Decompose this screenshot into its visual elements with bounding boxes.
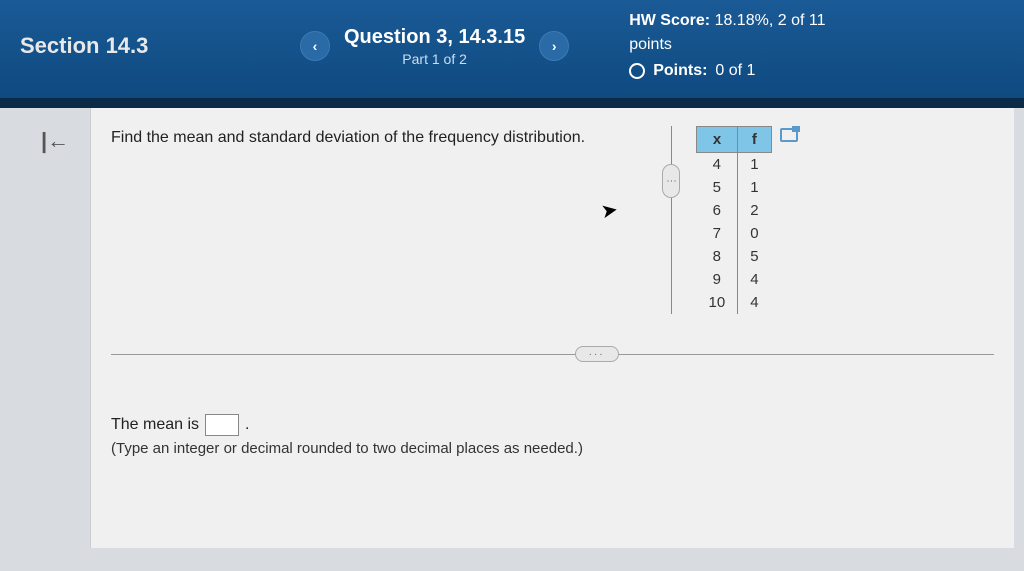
- table-cell: 9: [697, 268, 738, 291]
- table-cell: 1: [738, 153, 771, 177]
- table-cell: 8: [697, 245, 738, 268]
- question-title: Question 3, 14.3.15: [344, 26, 525, 49]
- col-header-x: x: [697, 127, 738, 153]
- frequency-table-wrap: ⋮ x f 415162708594104: [671, 126, 772, 314]
- next-question-button[interactable]: ›: [539, 31, 569, 61]
- divider-expand-button[interactable]: ···: [575, 346, 619, 362]
- back-button[interactable]: |←: [41, 128, 69, 154]
- section-divider: ···: [111, 344, 994, 364]
- header-divider: [0, 98, 1024, 108]
- section-title: Section 14.3: [20, 33, 300, 59]
- question-row: Find the mean and standard deviation of …: [111, 126, 994, 314]
- content-area: |← Find the mean and standard deviation …: [90, 108, 1014, 548]
- table-cell: 4: [738, 268, 771, 291]
- table-cell: 4: [697, 153, 738, 177]
- hw-score-value: 18.18%, 2 of 11: [715, 12, 826, 29]
- prev-question-button[interactable]: ‹: [300, 31, 330, 61]
- table-row: 94: [697, 268, 772, 291]
- table-cell: 1: [738, 176, 771, 199]
- points-circle-icon: [629, 63, 645, 79]
- score-block: HW Score: 18.18%, 2 of 11 points Points:…: [629, 9, 825, 83]
- hw-score-line: HW Score: 18.18%, 2 of 11: [629, 9, 825, 33]
- answer-line: The mean is .: [111, 414, 994, 436]
- table-row: 41: [697, 153, 772, 177]
- points-label: Points:: [653, 59, 707, 83]
- divider-line: [111, 354, 994, 355]
- col-header-f: f: [738, 127, 771, 153]
- answer-block: The mean is . (Type an integer or decima…: [111, 414, 994, 457]
- answer-suffix: .: [245, 416, 249, 434]
- table-row: 104: [697, 291, 772, 314]
- table-row: 85: [697, 245, 772, 268]
- frequency-table: x f 415162708594104: [696, 126, 772, 314]
- table-cell: 2: [738, 199, 771, 222]
- table-cell: 6: [697, 199, 738, 222]
- table-row: 70: [697, 222, 772, 245]
- mean-input[interactable]: [205, 414, 239, 436]
- hw-score-label: HW Score:: [629, 12, 710, 29]
- expand-table-handle[interactable]: ⋮: [662, 164, 680, 198]
- question-label: Question 3, 14.3.15 Part 1 of 2: [344, 26, 525, 67]
- popout-icon[interactable]: [780, 128, 798, 142]
- table-row: 62: [697, 199, 772, 222]
- table-cell: 5: [697, 176, 738, 199]
- question-nav: ‹ Question 3, 14.3.15 Part 1 of 2 ›: [300, 26, 569, 67]
- question-part: Part 1 of 2: [344, 51, 525, 67]
- table-cell: 0: [738, 222, 771, 245]
- answer-prefix: The mean is: [111, 416, 199, 434]
- header-bar: Section 14.3 ‹ Question 3, 14.3.15 Part …: [0, 0, 1024, 98]
- table-cell: 4: [738, 291, 771, 314]
- table-cell: 5: [738, 245, 771, 268]
- points-value: 0 of 1: [715, 59, 755, 83]
- table-header-row: x f: [697, 127, 772, 153]
- table-row: 51: [697, 176, 772, 199]
- points-line: Points: 0 of 1: [629, 59, 825, 83]
- question-prompt: Find the mean and standard deviation of …: [111, 126, 611, 314]
- answer-hint: (Type an integer or decimal rounded to t…: [111, 440, 994, 457]
- points-context: points: [629, 33, 825, 57]
- table-cell: 10: [697, 291, 738, 314]
- table-cell: 7: [697, 222, 738, 245]
